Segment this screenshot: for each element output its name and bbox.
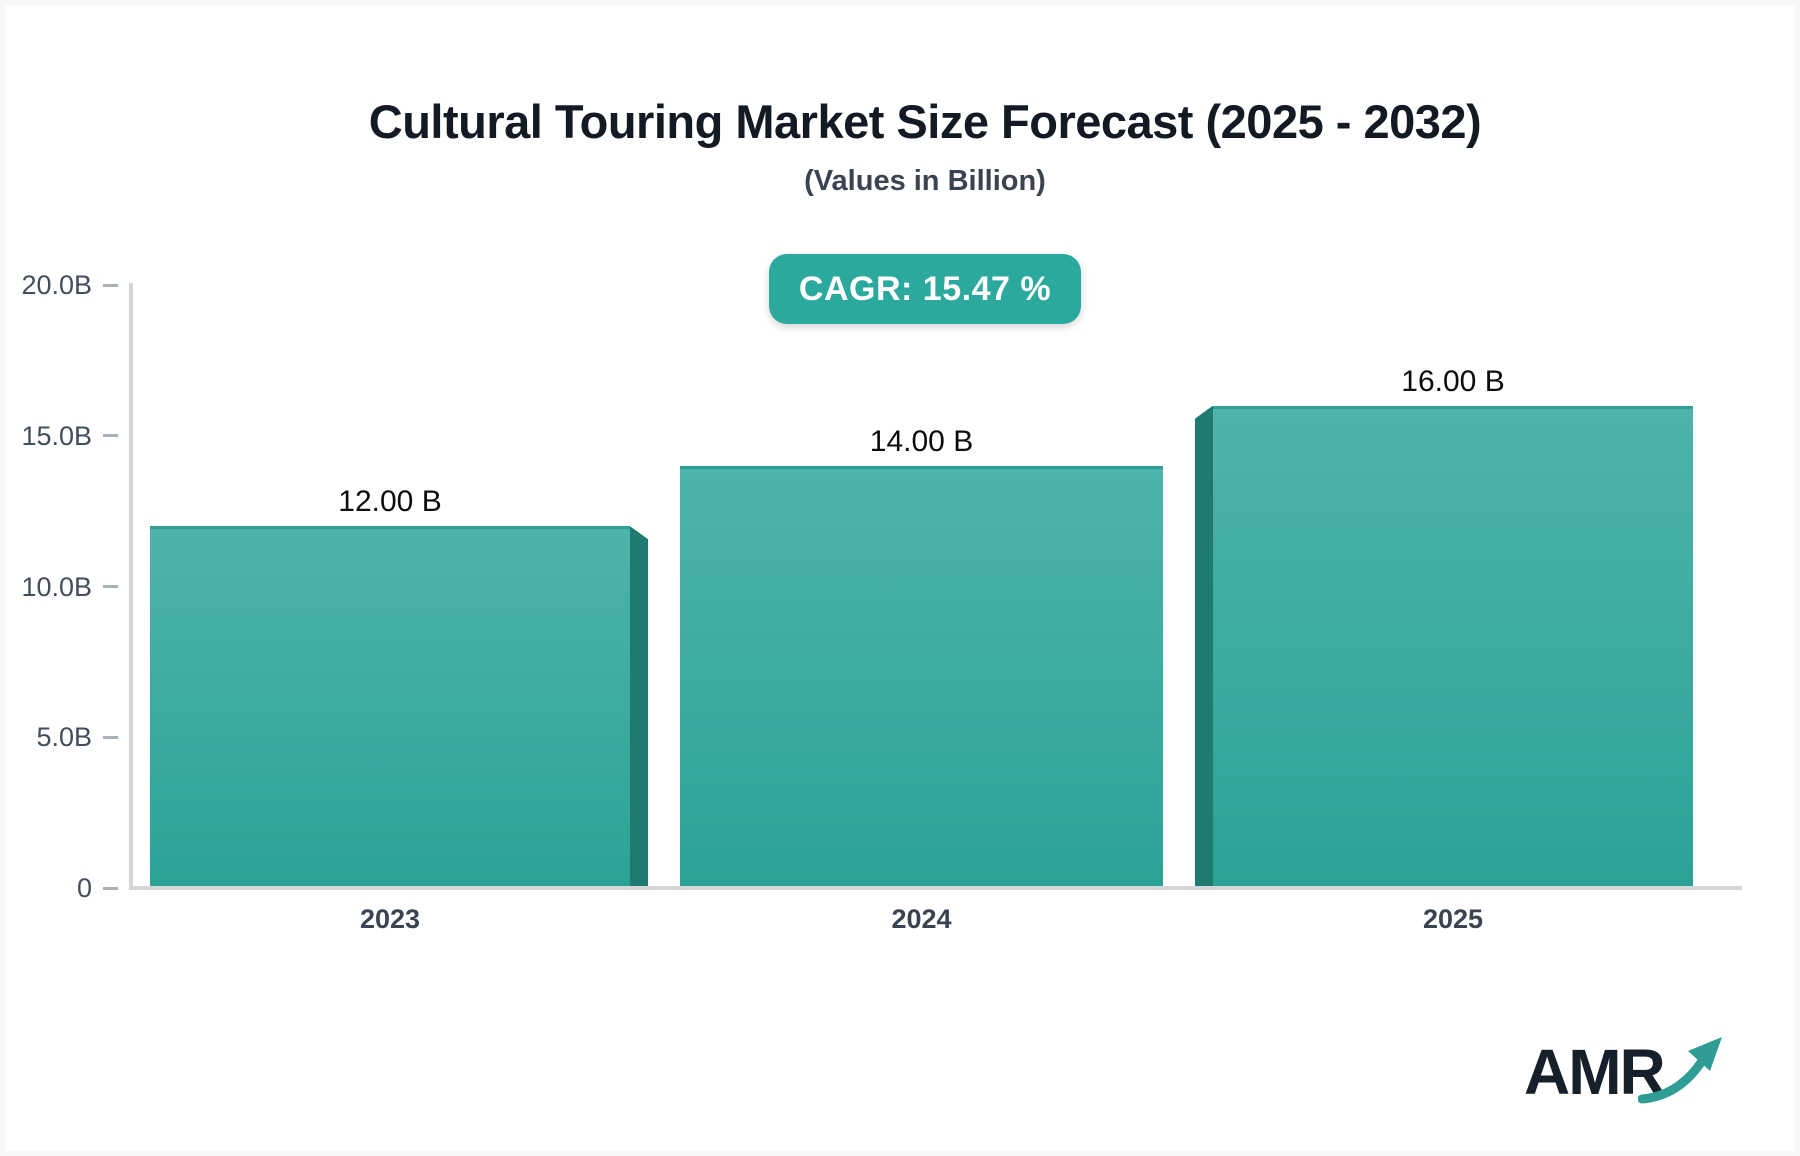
cagr-badge: CAGR: 15.47 % <box>768 254 1082 324</box>
bar-value-label: 14.00 B <box>869 424 974 458</box>
y-tick-label: 10.0B <box>21 571 92 602</box>
bar-side-face <box>630 526 648 888</box>
x-category-label: 2025 <box>1422 904 1484 934</box>
x-axis-line <box>129 886 1742 890</box>
x-category-label: 2024 <box>891 904 952 934</box>
bar-2023 <box>150 526 630 888</box>
bar-value-label: 12.00 B <box>338 485 442 519</box>
y-tick-mark <box>103 283 118 287</box>
amr-logo: AMR <box>1524 1028 1726 1116</box>
bar-side-face <box>1195 405 1213 888</box>
y-tick-mark <box>103 434 118 438</box>
chart-title: Cultural Touring Market Size Forecast (2… <box>368 95 1482 148</box>
amr-logo-arrow-icon <box>1637 1037 1722 1104</box>
y-axis-line <box>129 283 133 890</box>
chart-subtitle: (Values in Billion) <box>804 165 1046 197</box>
y-tick-mark <box>103 735 118 739</box>
y-tick-mark <box>103 886 118 890</box>
x-category-label: 2023 <box>359 904 421 934</box>
y-tick-label: 20.0B <box>21 270 92 300</box>
y-tick-label: 5.0B <box>36 722 92 753</box>
bar-2025 <box>1213 405 1693 888</box>
y-tick-label: 0 <box>76 873 92 903</box>
y-tick-label: 15.0B <box>21 420 92 451</box>
bar-2024 <box>680 465 1163 888</box>
cagr-badge-row: CAGR: 15.47 % <box>50 254 1800 324</box>
y-tick-mark <box>103 585 118 588</box>
bar-value-label: 16.00 B <box>1401 364 1505 398</box>
